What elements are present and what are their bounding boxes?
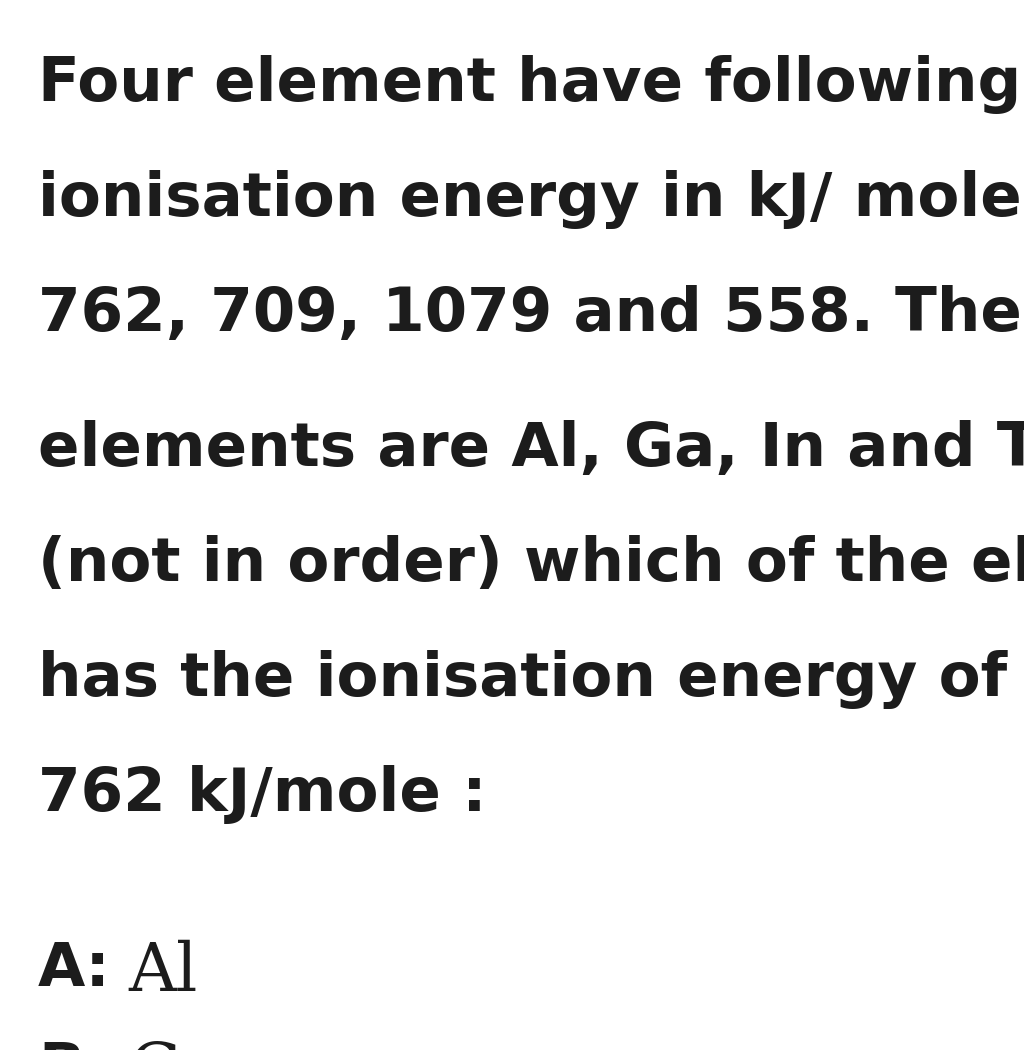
Text: Al: Al: [128, 940, 198, 1005]
Text: Ga: Ga: [128, 1040, 221, 1050]
Text: elements are Al, Ga, In and Tl: elements are Al, Ga, In and Tl: [38, 420, 1024, 479]
Text: ionisation energy in kJ/ mole: ionisation energy in kJ/ mole: [38, 170, 1022, 229]
Text: A:: A:: [38, 940, 111, 999]
Text: 762, 709, 1079 and 558. The: 762, 709, 1079 and 558. The: [38, 285, 1022, 344]
Text: B:: B:: [38, 1040, 109, 1050]
Text: (not in order) which of the element: (not in order) which of the element: [38, 536, 1024, 594]
Text: Four element have following first: Four element have following first: [38, 55, 1024, 114]
Text: has the ionisation energy of: has the ionisation energy of: [38, 650, 1008, 709]
Text: 762 kJ/mole :: 762 kJ/mole :: [38, 765, 486, 824]
